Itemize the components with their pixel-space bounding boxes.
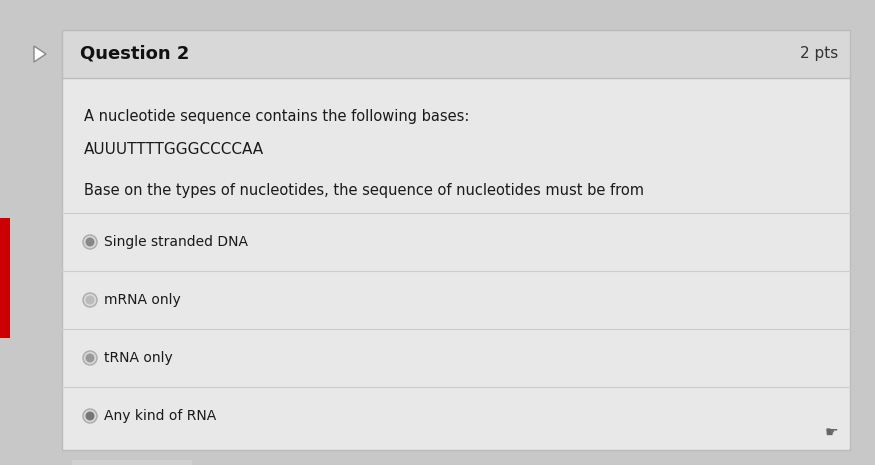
- Text: A nucleotide sequence contains the following bases:: A nucleotide sequence contains the follo…: [84, 108, 469, 124]
- Text: Any kind of RNA: Any kind of RNA: [104, 409, 216, 423]
- FancyBboxPatch shape: [0, 218, 10, 338]
- Text: AUUUTTTTGGGCCCCAA: AUUUTTTTGGGCCCCAA: [84, 142, 264, 158]
- Circle shape: [83, 409, 97, 423]
- FancyBboxPatch shape: [62, 30, 850, 78]
- Text: Question 2: Question 2: [80, 45, 189, 63]
- Text: tRNA only: tRNA only: [104, 351, 172, 365]
- Text: mRNA only: mRNA only: [104, 293, 181, 307]
- Circle shape: [86, 353, 94, 363]
- Circle shape: [86, 238, 94, 246]
- Circle shape: [83, 293, 97, 307]
- Text: Single stranded DNA: Single stranded DNA: [104, 235, 248, 249]
- Circle shape: [83, 351, 97, 365]
- Text: Base on the types of nucleotides, the sequence of nucleotides must be from: Base on the types of nucleotides, the se…: [84, 182, 644, 198]
- Circle shape: [86, 412, 94, 420]
- Circle shape: [86, 295, 94, 305]
- Polygon shape: [34, 46, 46, 62]
- FancyBboxPatch shape: [72, 460, 192, 465]
- Circle shape: [83, 235, 97, 249]
- Text: ☛: ☛: [825, 425, 839, 439]
- Text: 2 pts: 2 pts: [800, 46, 838, 61]
- FancyBboxPatch shape: [62, 78, 850, 450]
